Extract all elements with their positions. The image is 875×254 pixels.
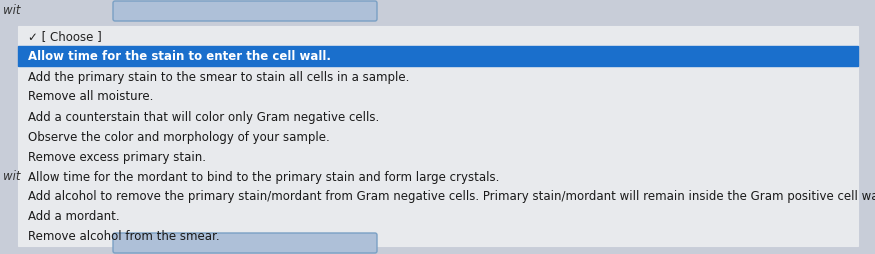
Text: Add alcohol to remove the primary stain/mordant from Gram negative cells. Primar: Add alcohol to remove the primary stain/… — [28, 190, 875, 203]
FancyBboxPatch shape — [113, 233, 377, 253]
Text: Remove all moisture.: Remove all moisture. — [28, 90, 153, 103]
Text: wit: wit — [3, 170, 20, 183]
Text: Remove excess primary stain.: Remove excess primary stain. — [28, 150, 206, 163]
Bar — [18, 27, 858, 246]
Text: Allow time for the stain to enter the cell wall.: Allow time for the stain to enter the ce… — [28, 50, 331, 63]
Text: Allow time for the mordant to bind to the primary stain and form large crystals.: Allow time for the mordant to bind to th… — [28, 170, 500, 183]
Text: Remove alcohol from the smear.: Remove alcohol from the smear. — [28, 230, 220, 243]
FancyBboxPatch shape — [113, 2, 377, 22]
Text: Add a mordant.: Add a mordant. — [28, 210, 120, 223]
Text: Add the primary stain to the smear to stain all cells in a sample.: Add the primary stain to the smear to st… — [28, 70, 410, 83]
Text: Observe the color and morphology of your sample.: Observe the color and morphology of your… — [28, 130, 330, 143]
Text: Add a counterstain that will color only Gram negative cells.: Add a counterstain that will color only … — [28, 110, 379, 123]
Text: wit: wit — [3, 5, 20, 18]
Text: ✓ [ Choose ]: ✓ [ Choose ] — [28, 30, 102, 43]
Bar — [18, 47, 858, 67]
